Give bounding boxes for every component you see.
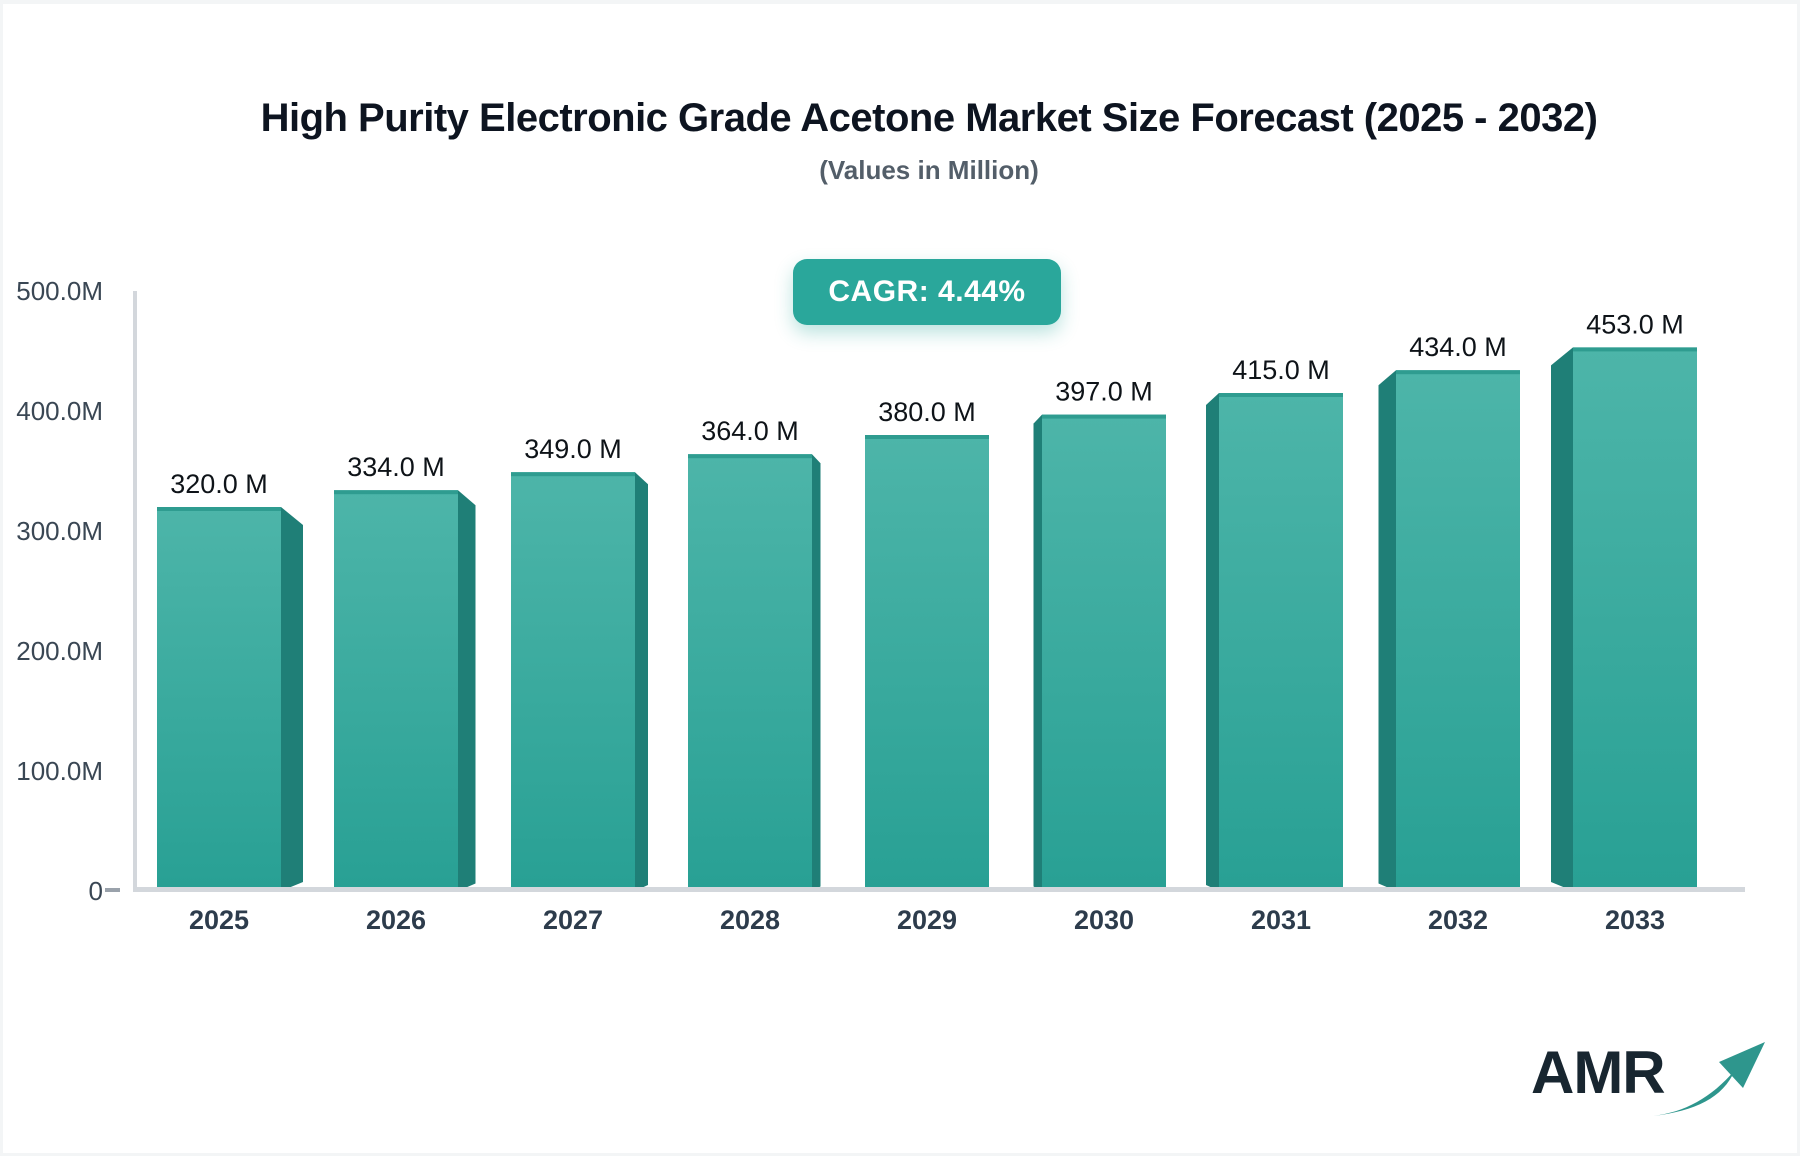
y-axis-line [133,291,137,892]
bar-2031 [1219,393,1343,891]
bar-2032 [1396,370,1520,891]
bar-side-2028 [812,454,821,891]
y-axis-label: 300.0M [16,516,103,546]
bar-top-edge-2033 [1573,347,1697,352]
bar-2033 [1573,347,1697,891]
bar-top-edge-2032 [1396,370,1520,375]
bar-value-label: 334.0 M [347,452,445,482]
x-axis-label: 2032 [1428,905,1488,935]
bar-top-edge-2027 [511,472,635,477]
y-axis-label: 500.0M [16,276,103,306]
bar-top-edge-2031 [1219,393,1343,397]
y-axis-label: 0 [89,876,103,906]
bar-side-2033 [1551,347,1573,891]
bar-top-edge-2028 [688,454,812,459]
x-axis-label: 2028 [720,905,780,935]
y-axis-label: 100.0M [16,756,103,786]
bar-2027 [511,472,635,891]
chart-title: High Purity Electronic Grade Acetone Mar… [260,96,1598,140]
bar-2029 [865,435,989,891]
bar-side-2031 [1206,393,1219,891]
bar-top-edge-2030 [1042,414,1166,419]
bar-value-label: 397.0 M [1055,377,1153,407]
x-axis-label: 2026 [366,905,426,935]
bar-side-2027 [635,472,648,891]
bar-value-label: 349.0 M [524,434,622,464]
chart-header: High Purity Electronic Grade Acetone Mar… [55,96,1800,186]
bar-chart: 320.0 M 2025 334.0 M 2026 349.0 M 2027 364.0 M… [3,4,1800,1156]
bar-2028 [688,454,812,891]
bar-top-edge-2025 [157,507,281,511]
bar-side-2026 [458,490,476,891]
bar-value-label: 453.0 M [1586,309,1684,339]
zero-tick-dash [105,888,120,892]
x-axis-label: 2027 [543,905,603,935]
amr-logo-text: AMR [1531,1039,1666,1106]
x-axis-label: 2033 [1605,905,1665,935]
growth-arrow-icon [1652,1042,1765,1116]
bar-side-2025 [281,507,303,891]
bar-value-label: 415.0 M [1232,355,1330,385]
bar-side-2030 [1033,414,1042,891]
amr-logo: AMR [1531,1032,1771,1116]
x-axis-line [133,887,1745,892]
bar-chart-canvas: 320.0 M 2025 334.0 M 2026 349.0 M 2027 364.0 M… [16,276,1745,935]
bar-value-label: 380.0 M [878,397,976,427]
bar-top-edge-2026 [334,490,458,495]
chart-subtitle: (Values in Million) [819,155,1039,185]
x-axis-label: 2025 [189,905,249,935]
y-axis-label: 400.0M [16,396,103,426]
x-axis-label: 2031 [1251,905,1311,935]
bar-2026 [334,490,458,891]
bar-value-label: 364.0 M [701,416,799,446]
x-axis-label: 2030 [1074,905,1134,935]
cagr-badge: CAGR: 4.44% [793,259,1061,325]
x-axis-label: 2029 [897,905,957,935]
bar-2030 [1042,414,1166,891]
bar-value-label: 434.0 M [1409,332,1507,362]
bar-value-label: 320.0 M [170,469,268,499]
bar-top-edge-2029 [865,435,989,439]
bar-2025 [157,507,281,891]
chart-card: High Purity Electronic Grade Acetone Mar… [3,4,1797,1153]
y-axis-label: 200.0M [16,636,103,666]
bar-side-2032 [1378,370,1396,891]
